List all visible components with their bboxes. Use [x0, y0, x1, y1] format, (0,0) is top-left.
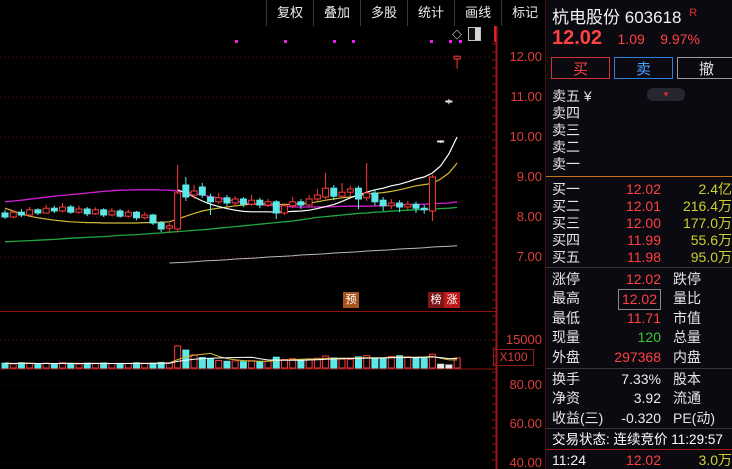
buy-button[interactable]: 买 [551, 57, 610, 79]
section-divider [546, 267, 732, 268]
toolbar-item-diejia[interactable]: 叠加 [313, 0, 360, 26]
price-axis-label: 8.00 [516, 209, 542, 224]
section-divider [546, 368, 732, 369]
ask-row-5[interactable]: 卖五 ¥ ▾ [552, 88, 732, 105]
quote-panel: 杭电股份 603618 R 12.02 1.09 9.97% 买 卖 撤 卖五 … [545, 0, 732, 469]
ma-white [177, 136, 458, 213]
price-axis-label: 7.00 [516, 249, 542, 264]
ask-row-4[interactable]: 卖四 [552, 105, 580, 121]
stat-row-navps: 净资 3.92 流通 [552, 390, 701, 406]
margin-flag: R [689, 7, 698, 20]
stat-row-turnover: 换手 7.33% 股本 [552, 371, 701, 387]
orderbook-collapse-button[interactable]: ▾ [647, 88, 685, 101]
volume-axis-label: 15000 [505, 332, 542, 347]
cancel-button[interactable]: 撤 [677, 57, 732, 79]
last-tick-row[interactable]: 11:24 12.02 3.0万 [552, 452, 732, 468]
event-marker-list[interactable]: 榜 [428, 292, 444, 308]
event-marker-forecast[interactable]: 预 [343, 292, 359, 308]
bid-row-1[interactable]: 买一 12.02 2.4亿 [552, 181, 732, 197]
section-divider [546, 428, 732, 429]
lower-axis-label: 60.00 [509, 416, 542, 431]
axis-cursor-mark [494, 26, 496, 42]
price-axis-label: 11.00 [510, 89, 542, 104]
ask-row-1[interactable]: 卖一 [552, 156, 580, 172]
trading-status: 交易状态: 连续竞价 11:29:57 [552, 432, 723, 447]
chart-corner-icons: ◇ [452, 26, 481, 42]
contrast-icon[interactable] [468, 27, 481, 41]
stock-name: 杭电股份 [552, 8, 620, 27]
volume-ma [4, 356, 458, 365]
status-divider [546, 449, 732, 450]
price-axis-label: 9.00 [516, 169, 542, 184]
price-axis-label: 10.00 [509, 129, 542, 144]
ma-yellow [4, 162, 458, 224]
toolbar-item-duogu[interactable]: 多股 [360, 0, 407, 26]
last-price: 12.02 [552, 27, 603, 49]
toolbar-item-biaoji[interactable]: 标记 [501, 0, 548, 26]
ask-row-2[interactable]: 卖二 [552, 139, 580, 155]
stock-title: 杭电股份 603618 R [552, 3, 697, 28]
bid-row-5[interactable]: 买五 11.98 95.0万 [552, 249, 732, 265]
price-row: 12.02 1.09 9.97% [552, 27, 700, 50]
event-marker-limitup[interactable]: 涨 [444, 292, 460, 308]
stock-code: 603618 [624, 8, 682, 27]
ask-row-3[interactable]: 卖三 [552, 122, 580, 138]
price-change-percent: 9.97% [660, 31, 700, 47]
toolbar-item-huaxian[interactable]: 画线 [454, 0, 501, 26]
bid-ask-divider [546, 176, 732, 177]
kline-chart[interactable] [0, 0, 498, 469]
sell-button[interactable]: 卖 [614, 57, 673, 79]
lower-axis-label: 80.00 [509, 377, 542, 392]
ma-green [4, 206, 458, 243]
toolbar-item-fuquan[interactable]: 复权 [266, 0, 313, 26]
lower-axis-label: 40.00 [509, 455, 542, 469]
currency-symbol: ¥ [583, 88, 592, 104]
price-change: 1.09 [617, 31, 645, 47]
diamond-icon[interactable]: ◇ [452, 26, 462, 41]
volume-unit-label: X100 [493, 349, 534, 366]
bid-row-4[interactable]: 买四 11.99 55.6万 [552, 232, 732, 248]
bid-row-2[interactable]: 买二 12.01 216.4万 [552, 198, 732, 214]
toolbar-item-tongji[interactable]: 统计 [407, 0, 454, 26]
stat-row-eps: 收益(三) -0.320 PE(动) [552, 410, 715, 426]
stat-row-curvol: 现量 120 总量 [552, 329, 701, 345]
ma-long [169, 245, 458, 264]
stat-row-outer: 外盘 297368 内盘 [552, 349, 701, 365]
bid-row-3[interactable]: 买三 12.00 177.0万 [552, 215, 732, 231]
stat-row-limitup: 涨停 12.02 跌停 [552, 271, 701, 287]
price-axis-label: 12.00 [509, 49, 542, 64]
stat-row-high: 最高 12.02 量比 [552, 289, 732, 310]
stat-row-low: 最低 11.71 市值 [552, 310, 701, 326]
